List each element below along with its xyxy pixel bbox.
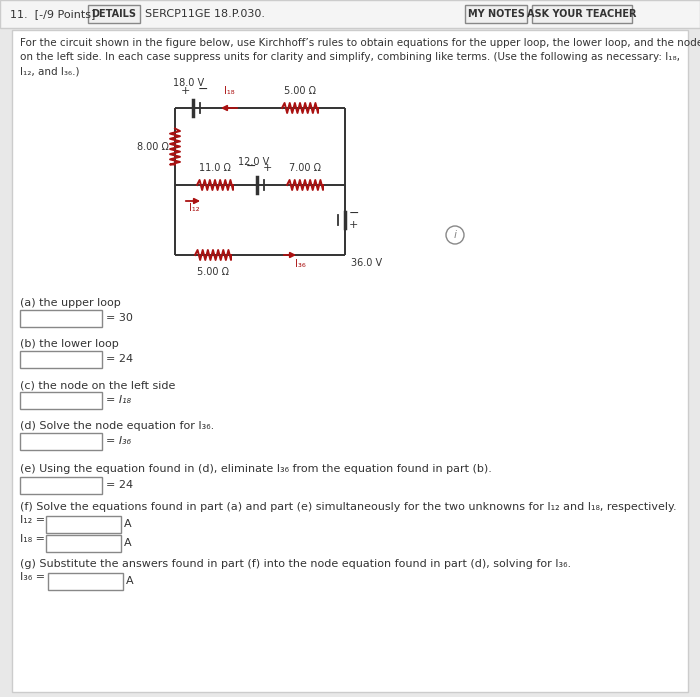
Text: (e) Using the equation found in (d), eliminate I₃₆ from the equation found in pa: (e) Using the equation found in (d), eli… [20,464,492,474]
Text: = I₁₈: = I₁₈ [106,395,131,405]
Text: (b) the lower loop: (b) the lower loop [20,339,119,349]
Text: −: − [246,160,256,173]
Text: (a) the upper loop: (a) the upper loop [20,298,120,308]
Text: on the left side. In each case suppress units for clarity and simplify, combinin: on the left side. In each case suppress … [20,52,680,62]
Bar [0,0,700,28]
Bar [20,433,102,450]
Bar [465,5,527,23]
Text: i: i [454,230,456,240]
Text: (c) the node on the left side: (c) the node on the left side [20,380,176,390]
Text: 5.00 Ω: 5.00 Ω [284,86,316,96]
Text: 12.0 V: 12.0 V [239,157,270,167]
Text: 11.  [-/9 Points]: 11. [-/9 Points] [10,9,95,19]
Text: (g) Substitute the answers found in part (f) into the node equation found in par: (g) Substitute the answers found in part… [20,559,571,569]
Bar [20,392,102,409]
Text: = 24: = 24 [106,354,133,364]
Text: DETAILS: DETAILS [92,9,136,19]
Text: −: − [349,206,360,220]
Text: I₁₂: I₁₂ [189,203,199,213]
Text: −: − [197,83,209,96]
Text: I₃₆: I₃₆ [295,259,306,269]
Text: 8.00 Ω: 8.00 Ω [137,141,169,151]
Text: I₁₂ =: I₁₂ = [20,515,45,525]
Bar [88,5,140,23]
Text: +: + [262,163,272,173]
Bar [20,310,102,327]
Text: +: + [349,220,358,230]
Text: ASK YOUR TEACHER: ASK YOUR TEACHER [527,9,637,19]
Text: A: A [126,576,134,586]
Text: I₁₈ =: I₁₈ = [20,534,45,544]
Text: +: + [181,86,190,96]
Text: 7.00 Ω: 7.00 Ω [289,163,321,173]
Text: (f) Solve the equations found in part (a) and part (e) simultaneously for the tw: (f) Solve the equations found in part (a… [20,502,677,512]
Text: I₃₆ =: I₃₆ = [20,572,45,582]
Text: = I₃₆: = I₃₆ [106,436,131,446]
Bar [20,477,102,494]
Bar [532,5,632,23]
Text: For the circuit shown in the figure below, use Kirchhoff’s rules to obtain equat: For the circuit shown in the figure belo… [20,38,700,48]
Text: Ι₁₂, and Ι₃₆.): Ι₁₂, and Ι₃₆.) [20,66,80,76]
Text: SERCP11GE 18.P.030.: SERCP11GE 18.P.030. [145,9,265,19]
Text: 36.0 V: 36.0 V [351,258,382,268]
Text: = 30: = 30 [106,313,133,323]
Bar [46,535,121,552]
Text: 11.0 Ω: 11.0 Ω [199,163,231,173]
Bar [46,516,121,533]
Bar [20,351,102,368]
Bar [48,573,123,590]
Text: 5.00 Ω: 5.00 Ω [197,267,229,277]
Text: I₁₈: I₁₈ [224,86,234,96]
Text: A: A [124,519,132,529]
Text: A: A [124,538,132,548]
Text: MY NOTES: MY NOTES [468,9,524,19]
Text: (d) Solve the node equation for I₃₆.: (d) Solve the node equation for I₃₆. [20,421,214,431]
Text: 18.0 V: 18.0 V [173,78,204,88]
Text: = 24: = 24 [106,480,133,490]
